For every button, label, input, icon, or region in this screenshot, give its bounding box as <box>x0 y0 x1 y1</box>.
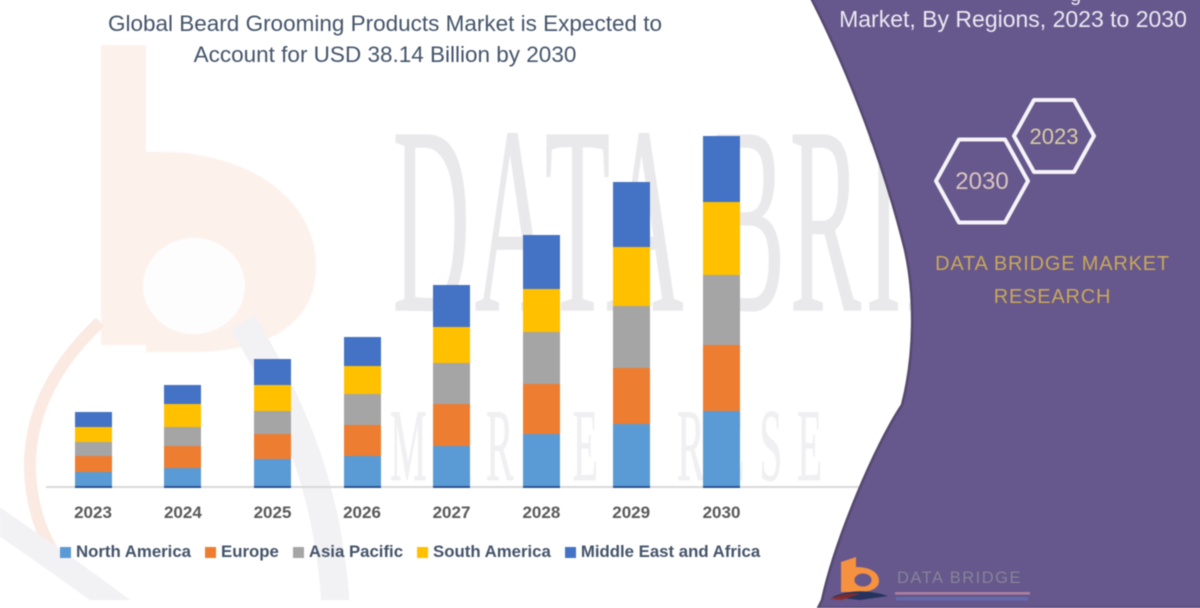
svg-text:2030: 2030 <box>955 168 1008 195</box>
svg-text:DATA BRIDGE: DATA BRIDGE <box>897 569 1022 587</box>
svg-text:2023: 2023 <box>1030 124 1079 149</box>
